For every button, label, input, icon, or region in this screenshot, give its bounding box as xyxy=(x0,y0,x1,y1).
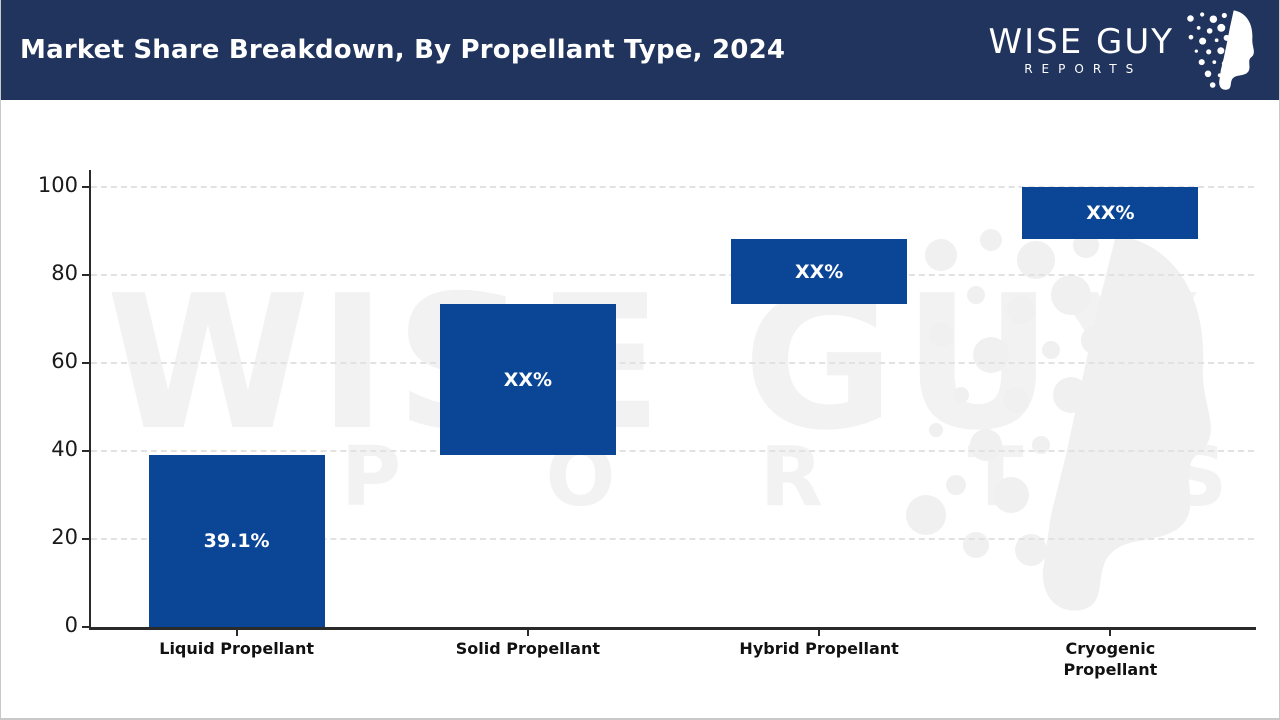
gridline-y20 xyxy=(91,538,1254,541)
x-category-label: Hybrid Propellant xyxy=(739,639,899,658)
x-tick-mark xyxy=(818,630,821,636)
y-tick-mark xyxy=(82,274,89,277)
y-tick-mark xyxy=(82,362,89,365)
x-category-label: Liquid Propellant xyxy=(159,639,314,658)
x-tick-mark xyxy=(235,630,238,636)
brand-logo: WISE GUY REPORTS xyxy=(988,8,1254,92)
bar-value-label: XX% xyxy=(794,260,844,283)
y-tick-label: 60 xyxy=(51,349,78,374)
bar-value-label: 39.1% xyxy=(203,530,270,553)
y-tick-mark xyxy=(82,450,89,453)
x-category-label: Cryogenic Propellant xyxy=(1063,639,1158,679)
y-tick-label: 0 xyxy=(64,613,78,637)
x-tick-mark xyxy=(1109,630,1112,636)
y-tick-label: 40 xyxy=(51,437,78,462)
bar-value-label: XX% xyxy=(1086,202,1135,225)
brand-wordmark: WISE GUY REPORTS xyxy=(988,25,1174,76)
y-tick-mark xyxy=(82,538,89,541)
bar-cryogenic: XX% xyxy=(1022,187,1199,240)
brand-head-icon xyxy=(1187,10,1254,90)
x-tick-mark xyxy=(526,630,529,636)
gridline-y100 xyxy=(91,186,1254,189)
header-bar: Market Share Breakdown, By Propellant Ty… xyxy=(1,0,1279,100)
page-title: Market Share Breakdown, By Propellant Ty… xyxy=(20,35,786,65)
gridline-y80 xyxy=(91,274,1254,277)
gridline-y40 xyxy=(91,450,1254,453)
y-tick-label: 20 xyxy=(51,525,78,550)
brand-subtitle: REPORTS xyxy=(1024,61,1143,76)
x-axis-line xyxy=(89,627,1256,630)
y-tick-mark xyxy=(82,626,89,628)
bar-solid-propellant: XX% xyxy=(439,304,616,456)
bar-hybrid-propellant: XX% xyxy=(731,239,908,305)
x-category-label: Solid Propellant xyxy=(455,639,600,658)
bar-value-label: XX% xyxy=(503,368,553,391)
gridline-y60 xyxy=(91,362,1254,365)
bar-liquid-propellant: 39.1% xyxy=(148,455,325,627)
y-tick-label: 100 xyxy=(37,173,78,198)
chart-plot-area: 0 20 40 60 80 100 39.1% Liquid Propellant XX% Sol… xyxy=(38,170,1256,679)
y-tick-label: 80 xyxy=(51,261,78,286)
brand-name: WISE GUY xyxy=(988,21,1174,62)
y-tick-mark xyxy=(82,186,89,189)
